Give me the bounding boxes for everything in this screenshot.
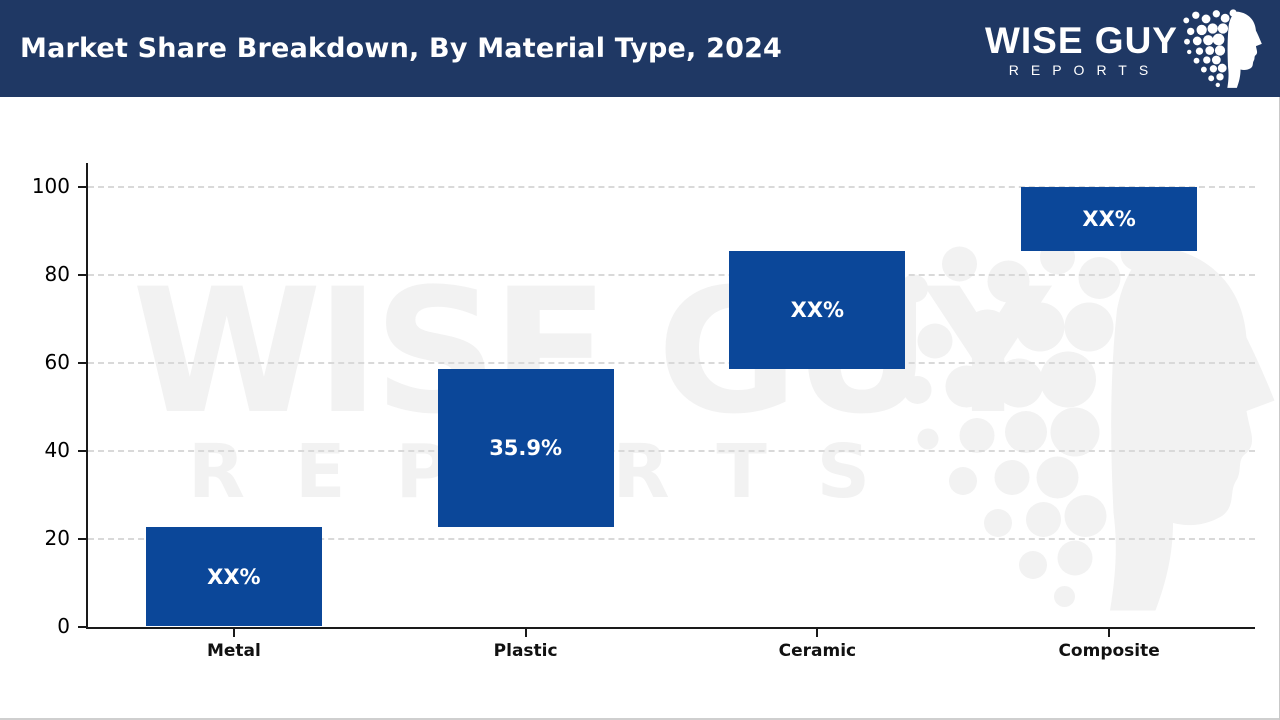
y-axis-spine	[86, 163, 88, 629]
wiseguy-logo: WISE GUY REPORTS	[985, 6, 1264, 92]
x-axis-tick	[816, 628, 819, 637]
y-axis-tick	[78, 185, 86, 188]
logo-text: WISE GUY REPORTS	[985, 22, 1178, 77]
logo-face-icon	[1183, 9, 1262, 88]
x-axis-spine	[86, 626, 1255, 629]
bar-value-label: XX%	[1082, 206, 1136, 231]
y-axis-tick	[78, 449, 86, 452]
x-axis-tick	[524, 628, 527, 637]
y-axis-tick-label: 80	[44, 261, 70, 286]
header-bar: Market Share Breakdown, By Material Type…	[0, 0, 1280, 97]
bar-ceramic: XX%	[729, 251, 906, 369]
logo-subtext: REPORTS	[1008, 61, 1161, 78]
watermark-face-icon	[900, 236, 1275, 611]
y-axis-tick	[78, 361, 86, 364]
h-gridline	[88, 361, 1255, 364]
logo-wordmark: WISE GUY	[984, 19, 1178, 61]
y-axis-tick-label: 20	[44, 525, 70, 550]
bar-composite: XX%	[1021, 186, 1198, 252]
bar-value-label: XX%	[207, 564, 261, 589]
h-gridline	[88, 449, 1255, 452]
y-axis-tick-label: 40	[44, 437, 70, 462]
h-gridline	[88, 537, 1255, 540]
y-axis-tick	[78, 625, 86, 628]
x-axis-category-label: Composite	[1058, 640, 1160, 661]
x-axis-category-label: Plastic	[493, 640, 558, 661]
bar-plastic: 35.9%	[437, 369, 614, 528]
x-axis-category-label: Metal	[206, 640, 261, 661]
bar-value-label: XX%	[790, 297, 845, 322]
x-axis-category-label: Ceramic	[778, 640, 857, 661]
y-axis-tick-label: 60	[44, 349, 70, 374]
x-axis-tick	[232, 628, 235, 637]
h-gridline	[88, 273, 1255, 276]
y-axis-tick-label: 0	[57, 613, 70, 638]
y-axis-tick	[78, 537, 86, 540]
chart-title: Market Share Breakdown, By Material Type…	[20, 33, 783, 64]
y-axis-tick-label: 100	[31, 173, 70, 198]
x-axis-tick	[1108, 628, 1111, 637]
bar-value-label: 35.9%	[489, 436, 563, 461]
h-gridline	[88, 185, 1255, 188]
y-axis-tick	[78, 273, 86, 276]
bar-metal: XX%	[145, 527, 322, 627]
